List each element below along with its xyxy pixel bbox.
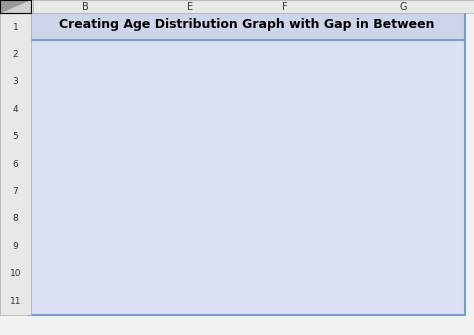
Polygon shape [1, 1, 27, 12]
Text: 45-59: 45-59 [205, 169, 237, 179]
Text: 24%: 24% [133, 238, 158, 248]
Text: 3: 3 [12, 77, 18, 86]
Title: Age Distribution: Age Distribution [196, 67, 320, 82]
Text: 2: 2 [13, 50, 18, 59]
Bar [130, 130, 140, 148]
Text: 4: 4 [13, 105, 18, 114]
Text: 10%: 10% [137, 99, 163, 110]
Text: 1: 1 [12, 22, 18, 31]
Text: 14%: 14% [118, 134, 143, 144]
Text: 10: 10 [9, 269, 21, 278]
Text: 17%: 17% [273, 272, 298, 282]
Text: 14%: 14% [265, 169, 291, 179]
Text: A: A [16, 2, 22, 12]
Text: 10%: 10% [167, 99, 192, 110]
Bar [244, 268, 327, 287]
Bar [101, 199, 111, 218]
Bar [244, 130, 298, 148]
Text: 9%: 9% [257, 99, 274, 110]
Text: 75-89: 75-89 [205, 99, 237, 110]
Text: 15-29: 15-29 [205, 238, 237, 248]
Text: 19%: 19% [93, 272, 118, 282]
Text: 20%: 20% [89, 203, 113, 213]
Text: 7: 7 [12, 187, 18, 196]
Text: B: B [82, 2, 89, 12]
Bar [244, 164, 312, 183]
Text: G: G [399, 2, 407, 12]
Text: 9: 9 [12, 242, 18, 251]
Text: 0-14: 0-14 [209, 272, 234, 282]
Text: 6: 6 [12, 160, 18, 169]
Text: E: E [187, 2, 192, 12]
Text: 30-44: 30-44 [205, 203, 237, 213]
Text: 19%: 19% [145, 272, 170, 282]
Text: 11: 11 [9, 297, 21, 306]
Text: Creating Age Distribution Graph with Gap in Between: Creating Age Distribution Graph with Gap… [59, 18, 434, 31]
Text: 5: 5 [12, 132, 18, 141]
Text: 23%: 23% [288, 203, 313, 213]
Text: 27%: 27% [297, 238, 322, 248]
Text: 24%: 24% [69, 238, 94, 248]
Text: 60-74: 60-74 [205, 134, 237, 144]
Bar [140, 164, 150, 183]
Text: 20%: 20% [143, 203, 167, 213]
Text: 12%: 12% [128, 169, 153, 179]
Text: 12%: 12% [162, 169, 187, 179]
Bar [244, 233, 376, 252]
Bar [244, 199, 356, 218]
Bar [244, 95, 288, 114]
Text: 14%: 14% [157, 134, 182, 144]
Bar [106, 268, 116, 287]
Text: 8: 8 [12, 214, 18, 223]
Text: 11%: 11% [258, 134, 283, 144]
Bar [81, 233, 91, 252]
Bar [150, 95, 160, 114]
Text: F: F [282, 2, 287, 12]
